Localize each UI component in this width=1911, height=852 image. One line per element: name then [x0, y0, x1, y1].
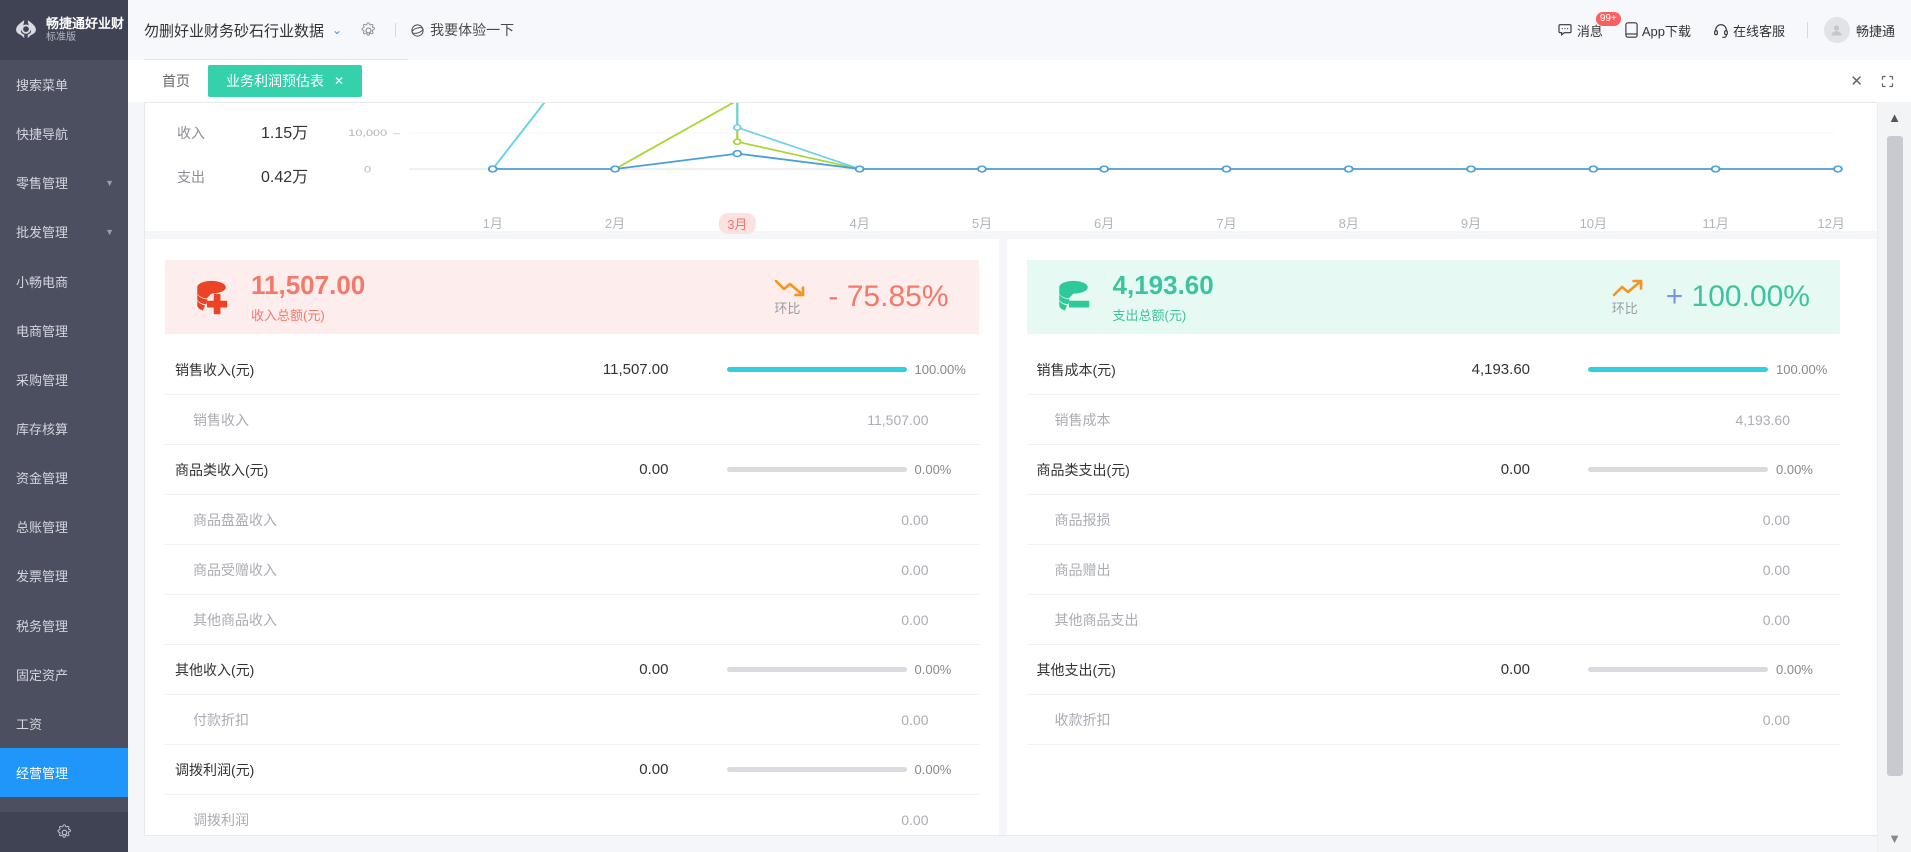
- svg-text:0: 0: [364, 165, 371, 175]
- svg-text:–: –: [393, 129, 401, 139]
- svg-text:10,000: 10,000: [348, 129, 387, 139]
